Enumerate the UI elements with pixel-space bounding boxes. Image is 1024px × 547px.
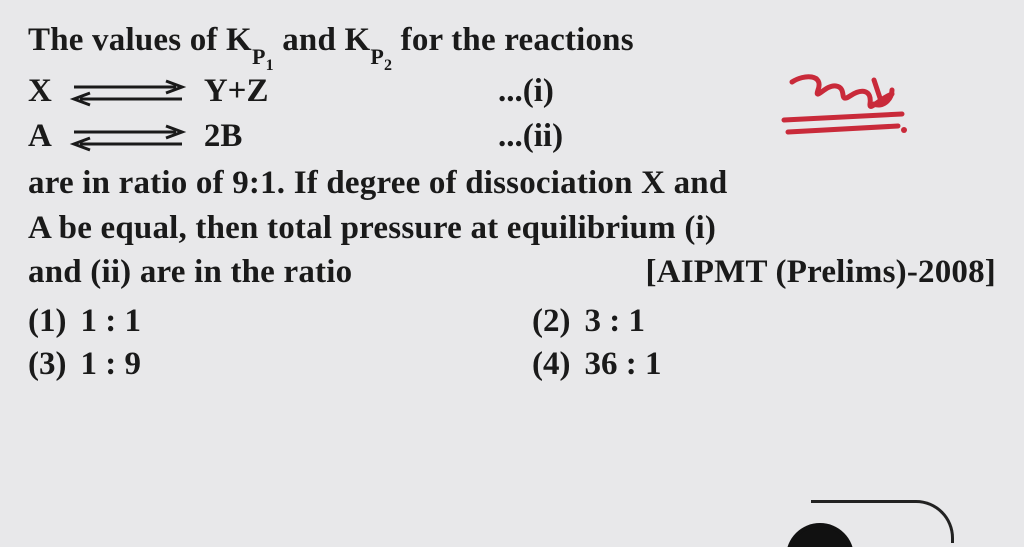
title-sub1b: 1 [266,57,274,74]
eq1-rhs: Y+Z [204,73,269,110]
eq2-lhs: A [28,118,52,155]
equilibrium-arrow-icon [68,77,188,107]
title-mid: and K [274,22,371,58]
equation-1: X Y+Z [28,73,498,110]
title-sub2: P [370,44,384,69]
eq1-lhs: X [28,73,52,110]
option-3-num: (3) [28,346,66,383]
option-1-text: 1 : 1 [80,303,141,340]
option-4-text: 36 : 1 [584,346,661,383]
option-2-text: 3 : 1 [584,303,645,340]
option-4: (4) 36 : 1 [532,346,996,383]
equilibrium-arrow-icon [68,122,188,152]
option-3-text: 1 : 9 [80,346,141,383]
handwritten-annotation [774,70,914,150]
options-grid: (1) 1 : 1 (2) 3 : 1 (3) 1 : 9 (4) 36 : 1 [28,303,996,383]
option-3: (3) 1 : 9 [28,346,492,383]
title-suffix: for the reactions [392,22,634,58]
para-line-3a: and (ii) are in the ratio [28,250,352,295]
eq2-rhs: 2B [204,118,243,155]
question-page: The values of KP1 and KP2 for the reacti… [0,0,1024,547]
option-1-num: (1) [28,303,66,340]
option-2-num: (2) [532,303,570,340]
title-prefix: The values of K [28,22,252,58]
title-sub2b: 2 [384,57,392,74]
question-title: The values of KP1 and KP2 for the reacti… [28,18,996,65]
title-sub1: P [252,44,266,69]
para-line-2: A be equal, then total pressure at equil… [28,206,996,251]
para-line-3: and (ii) are in the ratio [AIPMT (Prelim… [28,250,996,295]
equation-2: A 2B [28,118,498,155]
eq1-label: ...(i) [498,73,618,110]
option-2: (2) 3 : 1 [532,303,996,340]
option-4-num: (4) [532,346,570,383]
para-line-1: are in ratio of 9:1. If degree of dissoc… [28,161,996,206]
option-1: (1) 1 : 1 [28,303,492,340]
eq2-label: ...(ii) [498,118,618,155]
source-tag: [AIPMT (Prelims)-2008] [645,250,996,295]
